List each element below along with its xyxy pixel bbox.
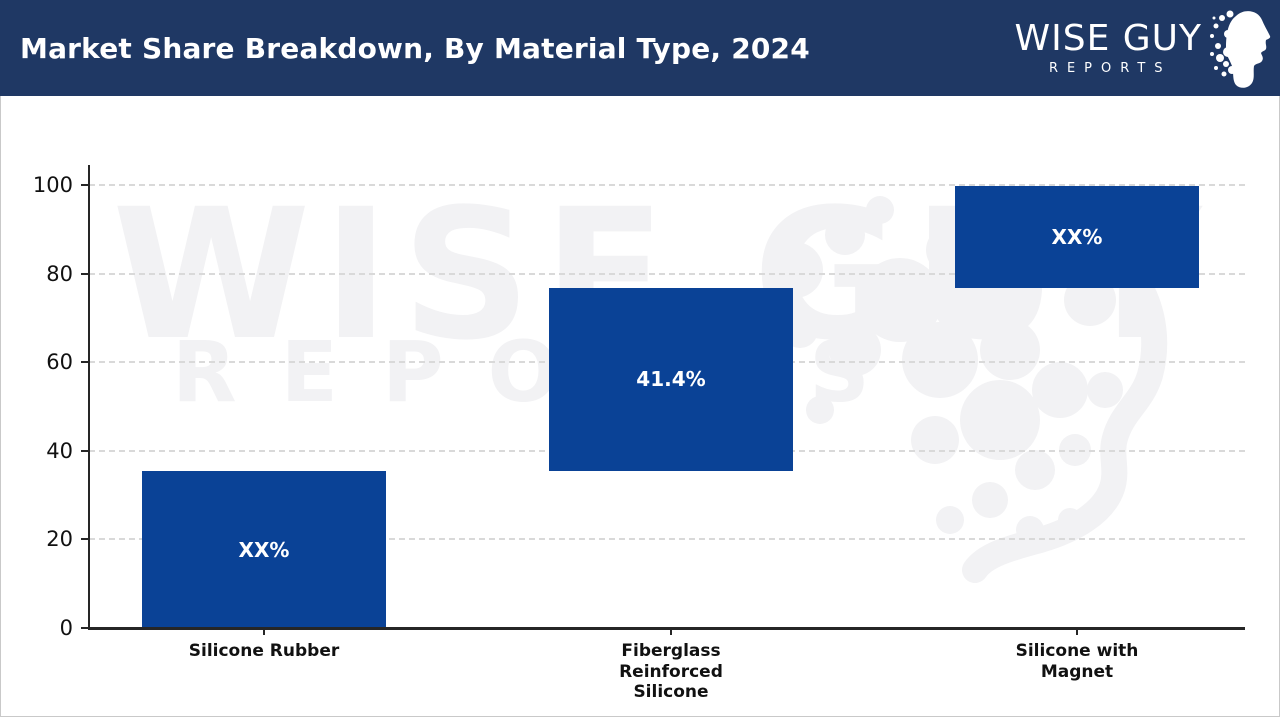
y-gridline: [89, 184, 1245, 186]
logo-wordmark: WISE GUY: [1014, 17, 1202, 59]
y-tick-label: 40: [46, 438, 73, 463]
y-tick-label: 100: [32, 173, 73, 197]
bar-silicone-rubber: [142, 471, 386, 628]
x-category-label: Silicone with Magnet: [1015, 641, 1139, 682]
y-gridline: [89, 272, 1245, 275]
y-axis-line: [88, 165, 90, 629]
bar-value-label: XX%: [238, 537, 290, 562]
bar-value-label: 41.4%: [636, 367, 706, 392]
bar-fiberglass-reinforced-silicone: [549, 287, 793, 472]
wise-guy-reports-logo: WISE GUY REPORTS: [1015, 0, 1273, 96]
y-tick-mark: [81, 627, 89, 629]
logo-text: WISE GUY REPORTS: [1014, 17, 1203, 76]
x-category-label: Fiberglass Reinforced Silicone: [619, 641, 723, 703]
y-tick-label: 60: [46, 350, 73, 375]
watermark-dotted-head: [767, 196, 1168, 583]
x-tick-mark: [1076, 628, 1078, 635]
page-title: Market Share Breakdown, By Material Type…: [20, 31, 810, 65]
y-tick-label: 20: [46, 527, 73, 552]
bar-silicone-with-magnet: [955, 186, 1199, 288]
x-tick-mark: [263, 628, 265, 635]
x-category-label: Silicone Rubber: [188, 641, 340, 661]
x-tick-mark: [670, 628, 672, 635]
x-axis-line: [88, 627, 1245, 630]
y-tick-mark: [81, 361, 89, 364]
y-tick-mark: [81, 538, 89, 541]
y-tick-mark: [81, 184, 89, 186]
y-tick-label: 0: [59, 616, 73, 640]
header-bar: Market Share Breakdown, By Material Type…: [0, 0, 1280, 96]
bar-value-label: XX%: [1051, 225, 1103, 250]
y-tick-mark: [81, 449, 89, 452]
y-gridline: [89, 538, 1245, 541]
y-tick-label: 80: [46, 261, 73, 286]
dotted-head-icon: [1210, 10, 1271, 88]
logo-subtitle: REPORTS: [1048, 60, 1172, 76]
y-tick-mark: [81, 272, 89, 275]
